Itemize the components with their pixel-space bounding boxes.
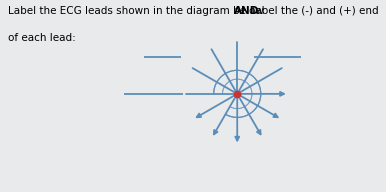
Text: label the (-) and (+) end: label the (-) and (+) end (249, 6, 379, 16)
Text: Label the ECG leads shown in the diagram below: Label the ECG leads shown in the diagram… (8, 6, 267, 16)
Text: AND: AND (234, 6, 259, 16)
Text: of each lead:: of each lead: (8, 33, 76, 43)
